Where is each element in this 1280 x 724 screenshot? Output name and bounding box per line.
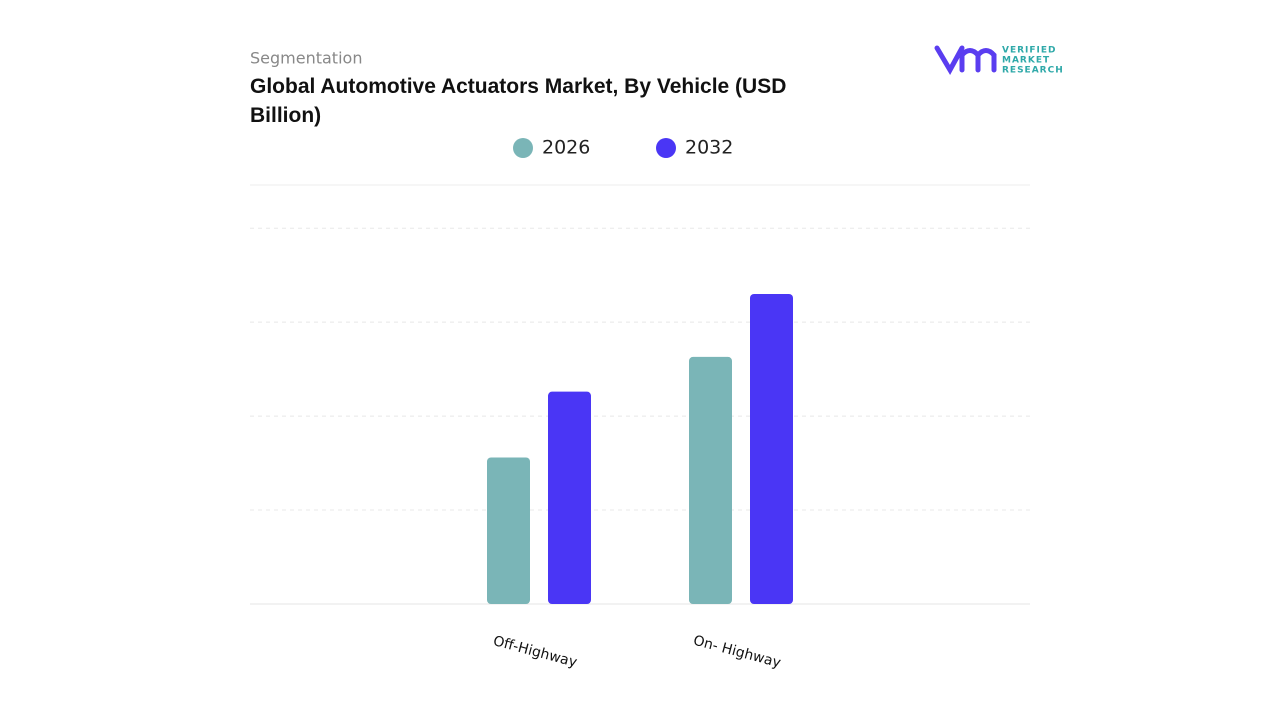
logo-text: MARKET [1002,56,1050,66]
legend-swatch [656,138,676,158]
x-tick-label: On- Highway [692,633,783,672]
chart-subtitle: Segmentation [250,49,362,68]
legend-label: 2032 [685,137,733,159]
chart-title: Global Automotive Actuators Market, By V… [250,75,787,127]
x-tick-label: Off-Highway [491,633,578,671]
bar [750,293,793,604]
logo: VERIFIED MARKET RESEARCH [934,45,1064,76]
bar [689,356,732,604]
legend-label: 2026 [542,137,590,159]
bar [548,391,591,604]
logo-text: RESEARCH [1002,66,1064,76]
logo-mark [934,45,997,76]
logo-text: VERIFIED [1002,46,1057,56]
title-box: Global Automotive Actuators Market, By V… [250,75,787,127]
bar [487,457,530,604]
legend-swatch [513,138,533,158]
